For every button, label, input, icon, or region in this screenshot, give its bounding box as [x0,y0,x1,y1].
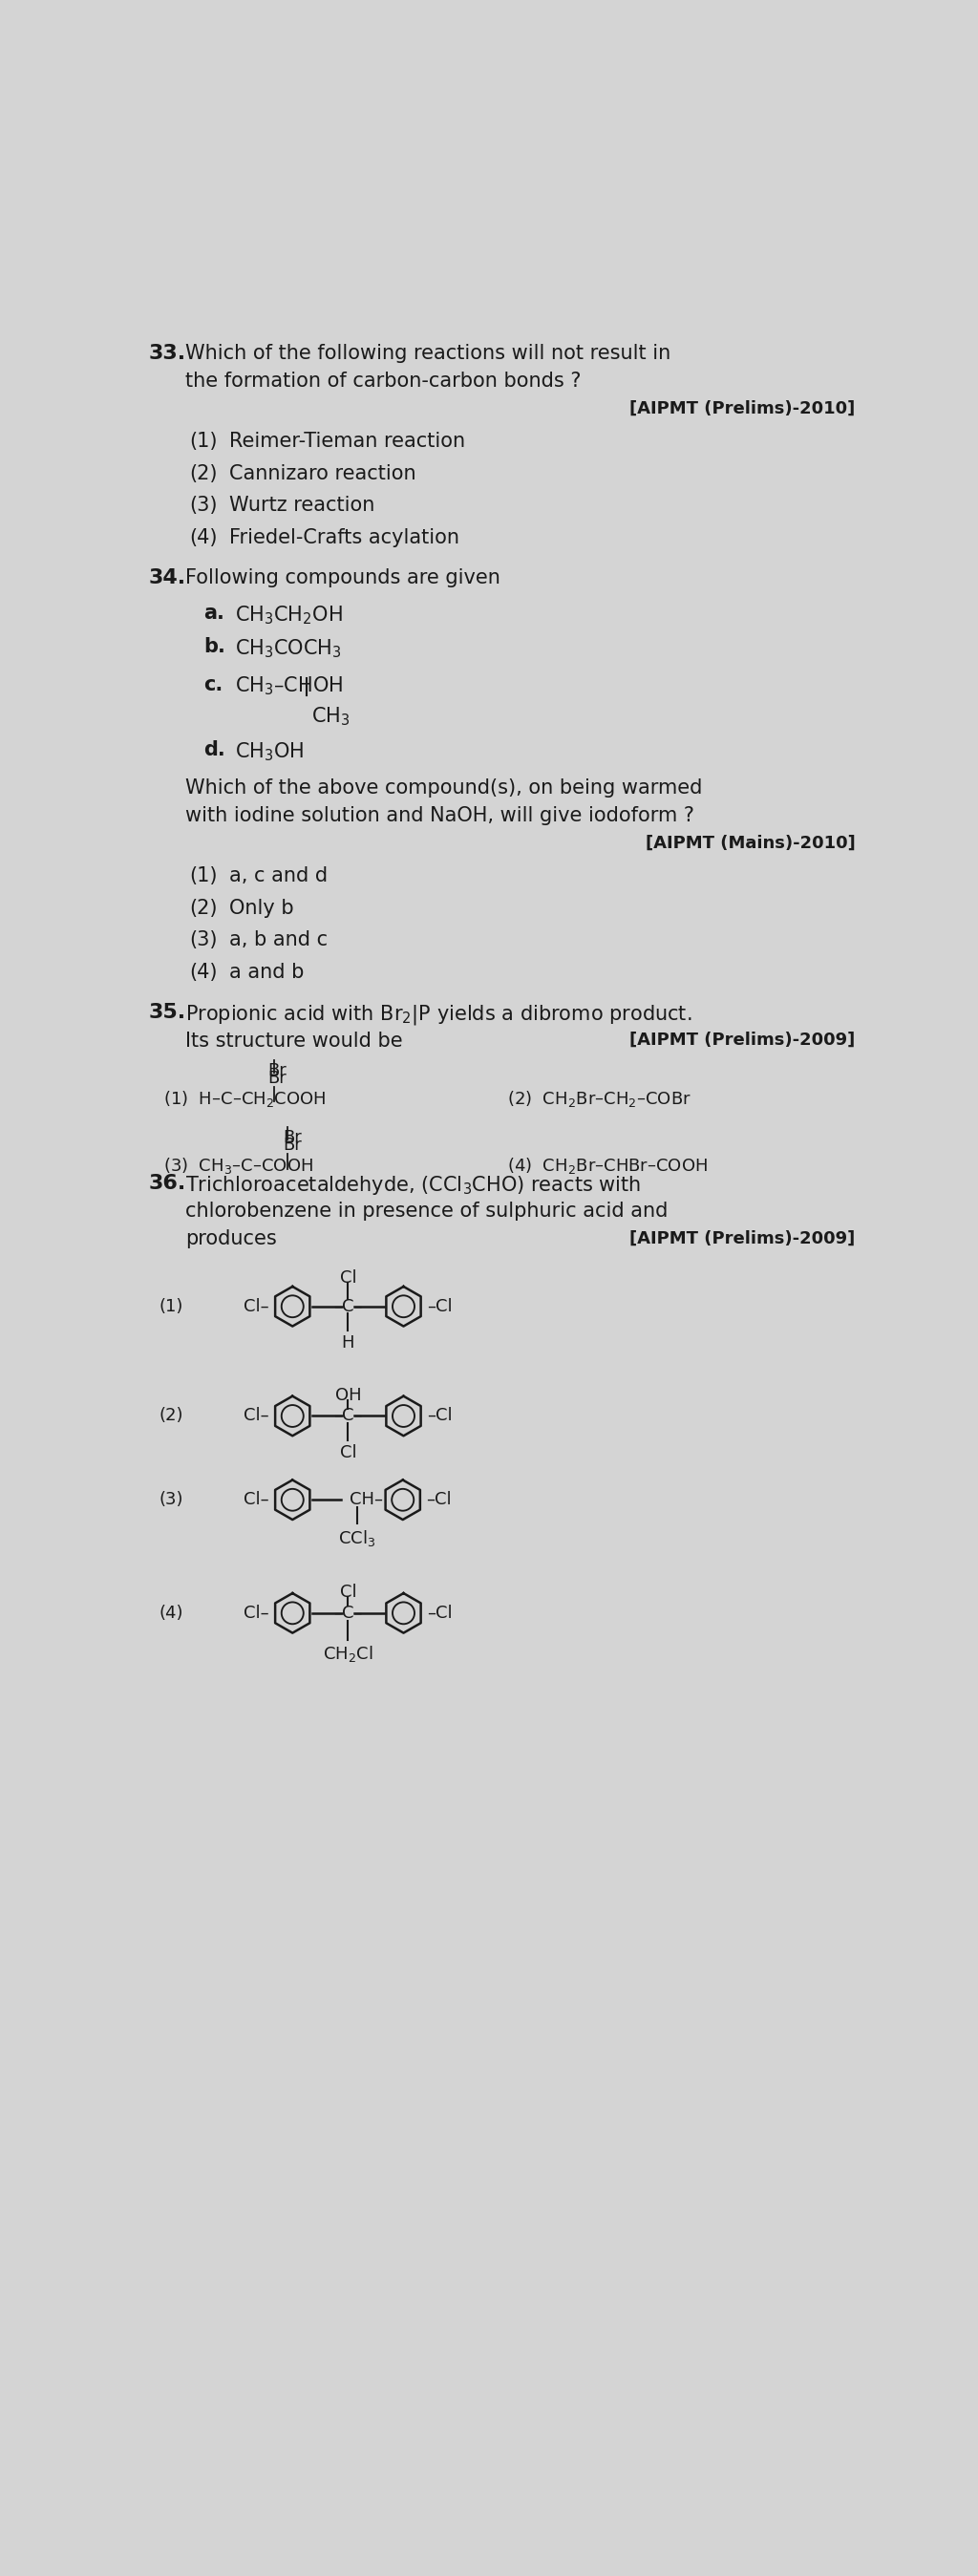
Text: –C–: –C– [333,1406,363,1425]
Text: Wurtz reaction: Wurtz reaction [230,497,376,515]
Text: Which of the following reactions will not result in: Which of the following reactions will no… [185,343,671,363]
Text: 35.: 35. [148,1002,186,1023]
Text: (1)  H–C–CH$_2$COOH: (1) H–C–CH$_2$COOH [163,1090,326,1108]
Text: a, c and d: a, c and d [230,866,328,886]
Text: (4): (4) [189,528,217,546]
Text: Its structure would be: Its structure would be [185,1030,403,1051]
Text: Br: Br [283,1128,302,1146]
Text: (1): (1) [189,866,217,886]
Text: CH$_3$–CHOH: CH$_3$–CHOH [235,675,343,698]
Text: Br: Br [268,1069,287,1087]
Text: –C–: –C– [333,1605,363,1623]
Text: Propionic acid with Br$_2$|P yields a dibromo product.: Propionic acid with Br$_2$|P yields a di… [185,1002,691,1028]
Text: (4): (4) [159,1605,184,1623]
Text: (3): (3) [159,1492,184,1510]
Text: Cl–: Cl– [244,1605,269,1623]
Text: a, b and c: a, b and c [230,930,328,951]
Text: Cl: Cl [339,1584,356,1600]
Text: CH$_3$COCH$_3$: CH$_3$COCH$_3$ [235,636,341,659]
Text: produces: produces [185,1229,277,1249]
Text: CH$_3$: CH$_3$ [311,706,350,729]
Text: [AIPMT (Prelims)-2009]: [AIPMT (Prelims)-2009] [630,1030,855,1048]
Text: d.: d. [203,739,225,760]
Text: –Cl: –Cl [427,1605,453,1623]
Text: b.: b. [203,636,226,657]
Text: CH$_3$OH: CH$_3$OH [235,739,304,762]
Text: (3): (3) [189,497,217,515]
Text: –C–: –C– [333,1298,363,1314]
Text: (3): (3) [189,930,217,951]
Text: CH$_2$Cl: CH$_2$Cl [323,1643,374,1664]
Text: Only b: Only b [230,899,294,917]
Text: (2)  CH$_2$Br–CH$_2$–COBr: (2) CH$_2$Br–CH$_2$–COBr [508,1090,691,1108]
Text: (2): (2) [159,1406,184,1425]
Text: 36.: 36. [148,1175,186,1193]
Text: Cannizaro reaction: Cannizaro reaction [230,464,417,482]
Text: Friedel-Crafts acylation: Friedel-Crafts acylation [230,528,460,546]
Text: (2): (2) [189,464,217,482]
Text: 33.: 33. [148,343,186,363]
Text: the formation of carbon-carbon bonds ?: the formation of carbon-carbon bonds ? [185,371,581,392]
Text: –Cl: –Cl [426,1492,452,1510]
Text: Following compounds are given: Following compounds are given [185,569,500,587]
Text: H: H [341,1334,354,1352]
Text: [AIPMT (Prelims)-2009]: [AIPMT (Prelims)-2009] [630,1229,855,1247]
Text: Cl–: Cl– [244,1298,269,1314]
Text: Reimer-Tieman reaction: Reimer-Tieman reaction [230,433,466,451]
Text: (4)  CH$_2$Br–CHBr–COOH: (4) CH$_2$Br–CHBr–COOH [508,1157,708,1175]
Text: (3)  CH$_3$–C–COOH: (3) CH$_3$–C–COOH [163,1157,313,1175]
Text: Br: Br [268,1061,287,1079]
Text: a and b: a and b [230,963,304,981]
Text: OH: OH [334,1386,361,1404]
Text: –Cl: –Cl [427,1406,453,1425]
Text: (1): (1) [189,433,217,451]
Text: [AIPMT (Mains)-2010]: [AIPMT (Mains)-2010] [645,835,855,850]
Text: 34.: 34. [148,569,186,587]
Text: Cl: Cl [339,1445,356,1461]
Text: [AIPMT (Prelims)-2010]: [AIPMT (Prelims)-2010] [630,399,855,417]
Text: Cl: Cl [339,1270,356,1288]
Text: Trichloroacetaldehyde, (CCl$_3$CHO) reacts with: Trichloroacetaldehyde, (CCl$_3$CHO) reac… [185,1175,641,1198]
Text: Cl–: Cl– [244,1406,269,1425]
Text: (2): (2) [189,899,217,917]
Text: a.: a. [203,603,225,623]
Text: (4): (4) [189,963,217,981]
Text: with iodine solution and NaOH, will give iodoform ?: with iodine solution and NaOH, will give… [185,806,694,824]
Text: CH$_3$CH$_2$OH: CH$_3$CH$_2$OH [235,603,342,626]
Text: Cl–: Cl– [244,1492,269,1510]
Text: Which of the above compound(s), on being warmed: Which of the above compound(s), on being… [185,778,702,799]
Text: (1): (1) [159,1298,184,1314]
Text: CCl$_3$: CCl$_3$ [338,1528,376,1548]
Text: CH–: CH– [349,1492,383,1510]
Text: chlorobenzene in presence of sulphuric acid and: chlorobenzene in presence of sulphuric a… [185,1200,668,1221]
Text: –Cl: –Cl [427,1298,453,1314]
Text: c.: c. [203,675,223,693]
Text: Br: Br [283,1136,302,1154]
